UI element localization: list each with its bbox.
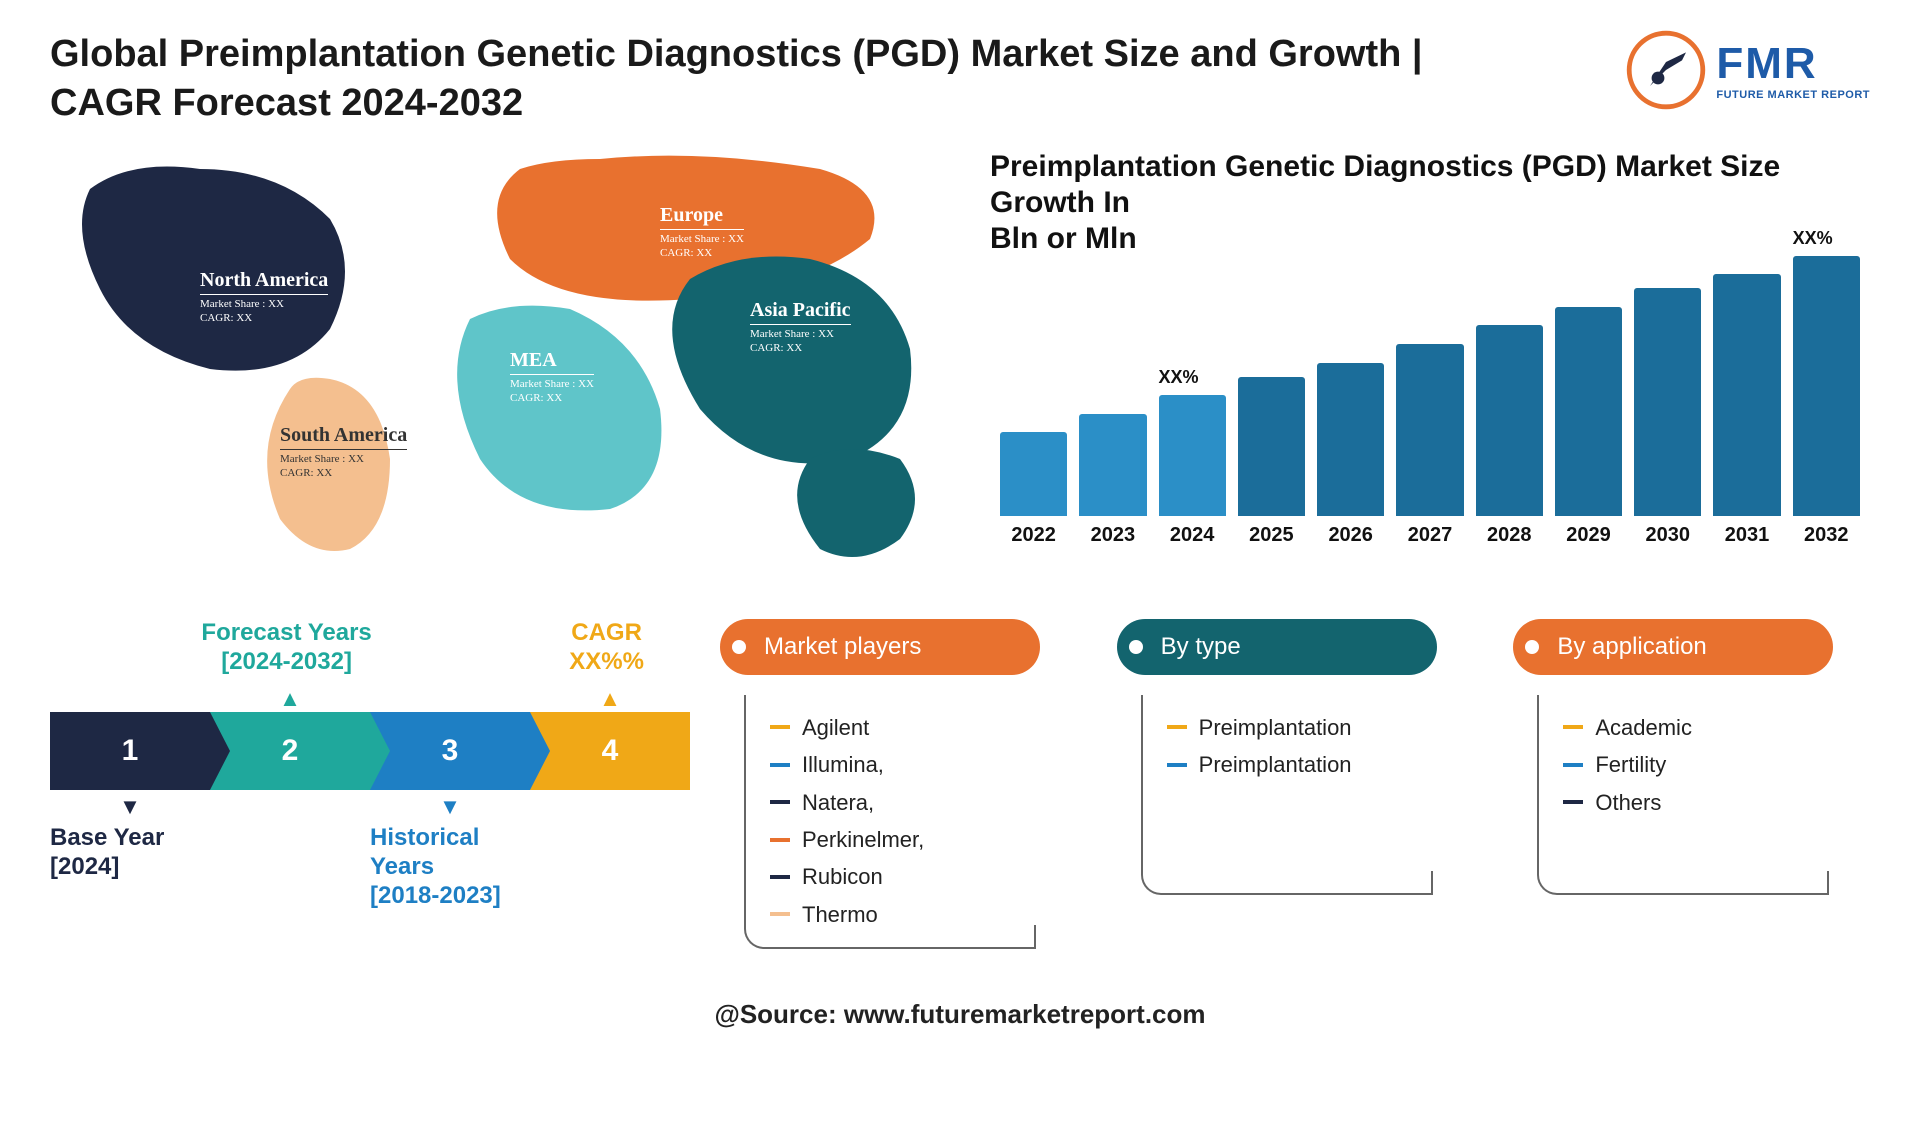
list-item: Illumina, <box>770 746 1034 783</box>
list-item: Others <box>1563 784 1827 821</box>
logo: FMR FUTURE MARKET REPORT <box>1626 30 1870 110</box>
pills-row: Market players AgilentIllumina,Natera,Per… <box>720 619 1870 949</box>
timeline-bar: 1 2 3 4 <box>50 712 690 790</box>
list-item: Rubicon <box>770 858 1034 895</box>
list-item: Thermo <box>770 896 1034 933</box>
pill-header: By type <box>1117 619 1437 675</box>
world-map: North AmericaMarket Share : XXCAGR: XX So… <box>50 149 950 569</box>
bar-2029: 2029 <box>1555 307 1622 547</box>
list-item: Agilent <box>770 709 1034 746</box>
logo-subtitle: FUTURE MARKET REPORT <box>1716 89 1870 101</box>
pill-list: AcademicFertilityOthers <box>1537 695 1827 895</box>
list-item: Preimplantation <box>1167 746 1431 783</box>
bar-2024: XX%2024 <box>1159 395 1226 547</box>
bottom-row: x Forecast Years[2024-2032] x CAGRXX%% ▲… <box>50 619 1870 949</box>
timeline-seg-4: 4 <box>530 712 690 790</box>
timeline-seg-1: 1 <box>50 712 210 790</box>
bar-chart: 20222023XX%20242025202620272028202920302… <box>990 267 1870 547</box>
pill-header: By application <box>1513 619 1833 675</box>
logo-brand: FMR <box>1716 39 1870 89</box>
region-label-north-america: North AmericaMarket Share : XXCAGR: XX <box>200 269 328 326</box>
list-item: Perkinelmer, <box>770 821 1034 858</box>
chart-title: Preimplantation Genetic Diagnostics (PGD… <box>990 149 1870 257</box>
bar-chart-section: Preimplantation Genetic Diagnostics (PGD… <box>990 149 1870 569</box>
bar-2031: 2031 <box>1713 274 1780 546</box>
historical-label: Historical Years[2018-2023] <box>370 824 530 910</box>
page-title: Global Preimplantation Genetic Diagnosti… <box>50 30 1450 129</box>
timeline-seg-3: 3 <box>370 712 530 790</box>
bar-2023: 2023 <box>1079 414 1146 547</box>
timeline-seg-2: 2 <box>210 712 370 790</box>
pill-list: AgilentIllumina,Natera,Perkinelmer,Rubic… <box>744 695 1034 949</box>
region-label-asia-pacific: Asia PacificMarket Share : XXCAGR: XX <box>750 299 851 356</box>
region-label-europe: EuropeMarket Share : XXCAGR: XX <box>660 204 744 261</box>
pill-list: PreimplantationPreimplantation <box>1141 695 1431 895</box>
list-item: Natera, <box>770 784 1034 821</box>
pill-section-by-type: By type PreimplantationPreimplantation <box>1117 619 1474 949</box>
bar-2028: 2028 <box>1476 325 1543 546</box>
bar-2032: XX%2032 <box>1793 256 1860 547</box>
telescope-icon <box>1626 30 1706 110</box>
bar-2026: 2026 <box>1317 363 1384 547</box>
bar-2022: 2022 <box>1000 432 1067 547</box>
region-label-south-america: South AmericaMarket Share : XXCAGR: XX <box>280 424 407 481</box>
list-item: Preimplantation <box>1167 709 1431 746</box>
timeline: x Forecast Years[2024-2032] x CAGRXX%% ▲… <box>50 619 690 911</box>
header: Global Preimplantation Genetic Diagnosti… <box>50 30 1870 129</box>
bar-2027: 2027 <box>1396 344 1463 547</box>
pill-header: Market players <box>720 619 1040 675</box>
base-year-label: Base Year[2024] <box>50 824 210 910</box>
region-label-mea: MEAMarket Share : XXCAGR: XX <box>510 349 594 406</box>
pill-section-market-players: Market players AgilentIllumina,Natera,Per… <box>720 619 1077 949</box>
cagr-label: CAGRXX%% <box>569 619 644 677</box>
bar-2030: 2030 <box>1634 288 1701 547</box>
top-row: North AmericaMarket Share : XXCAGR: XX So… <box>50 149 1870 569</box>
list-item: Academic <box>1563 709 1827 746</box>
source-line: @Source: www.futuremarketreport.com <box>50 999 1870 1030</box>
pill-section-by-application: By application AcademicFertilityOthers <box>1513 619 1870 949</box>
bar-2025: 2025 <box>1238 377 1305 547</box>
map-svg <box>50 149 950 569</box>
list-item: Fertility <box>1563 746 1827 783</box>
forecast-label: Forecast Years[2024-2032] <box>201 619 371 677</box>
